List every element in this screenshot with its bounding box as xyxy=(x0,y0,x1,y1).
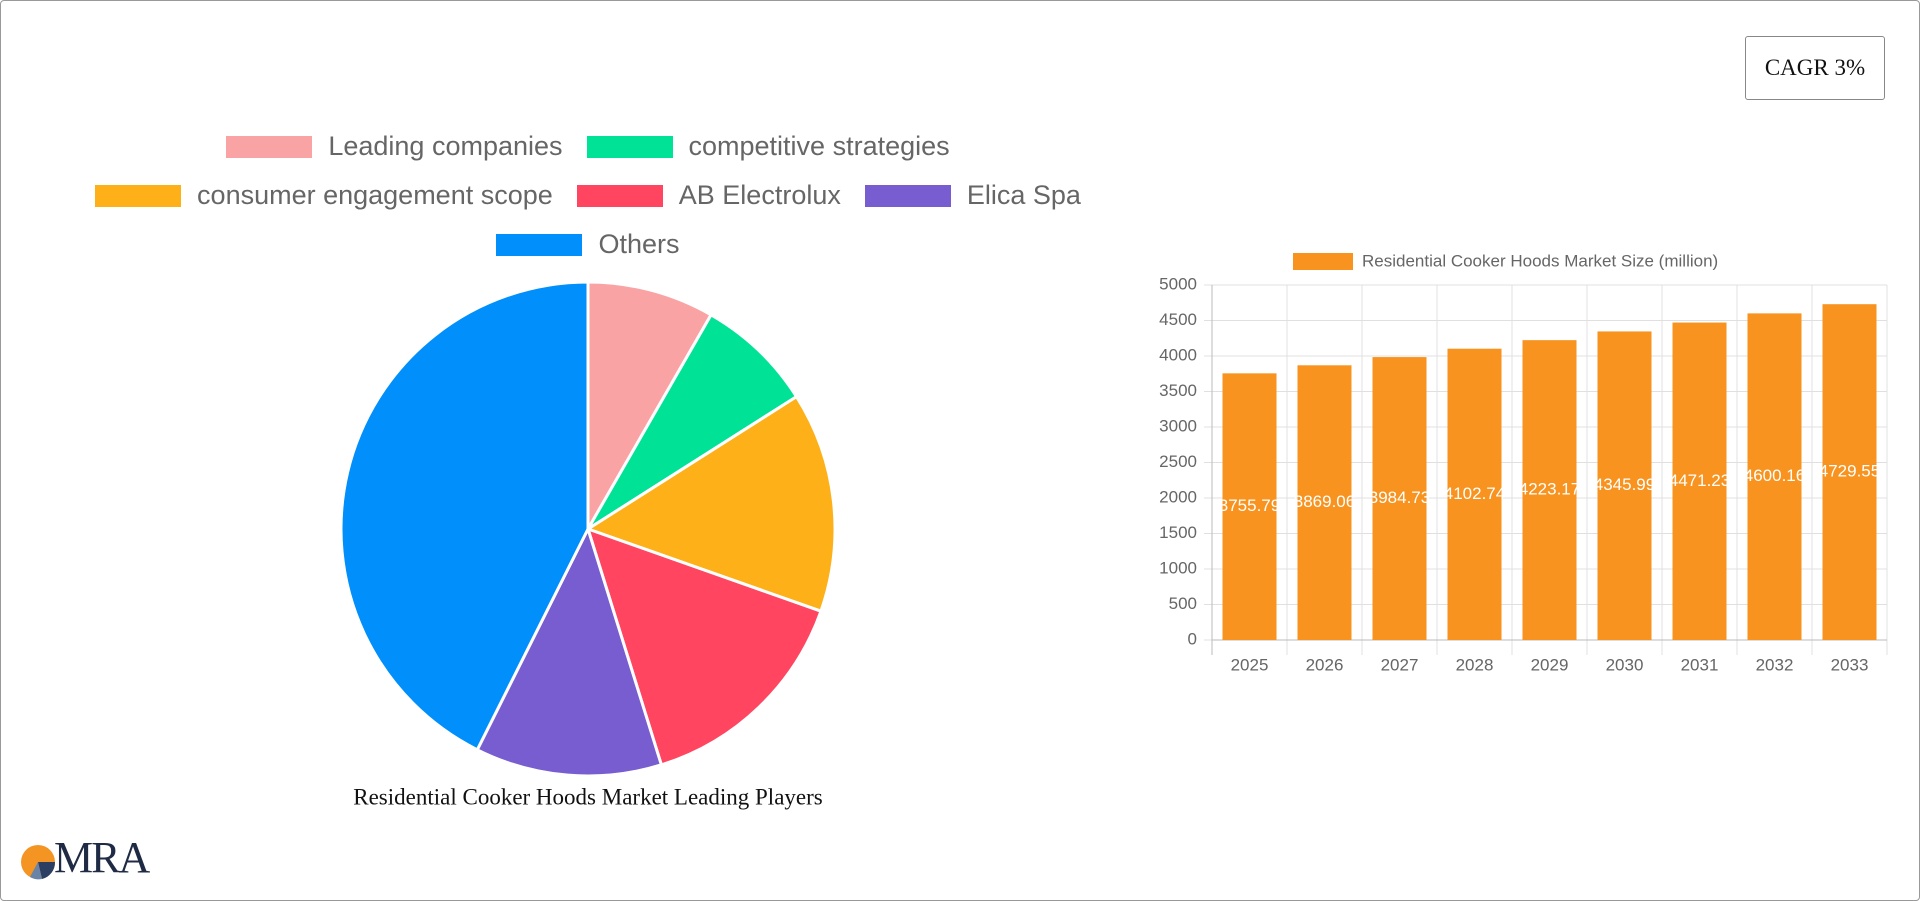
x-tick-label: 2031 xyxy=(1681,655,1719,674)
x-tick-label: 2030 xyxy=(1606,655,1644,674)
x-tick-label: 2026 xyxy=(1306,655,1344,674)
data-label: 4223.17 xyxy=(1519,480,1580,499)
legend-row: Others xyxy=(60,220,1116,269)
y-tick-label: 500 xyxy=(1169,594,1197,613)
bar xyxy=(1297,365,1352,640)
x-tick-label: 2033 xyxy=(1831,655,1869,674)
cagr-badge: CAGR 3% xyxy=(1745,36,1885,100)
y-tick-label: 5000 xyxy=(1159,274,1197,293)
legend-swatch xyxy=(1293,253,1353,270)
legend-swatch xyxy=(576,184,663,207)
x-tick-label: 2032 xyxy=(1756,655,1794,674)
pie-title: Residential Cooker Hoods Market Leading … xyxy=(353,784,823,809)
legend-item: Others xyxy=(496,229,680,260)
x-tick-label: 2029 xyxy=(1531,655,1569,674)
logo-text: MRA xyxy=(54,833,150,882)
pie-legend: Leading companies competitive strategies c… xyxy=(60,122,1116,269)
data-label: 3984.73 xyxy=(1369,488,1430,507)
legend-item: Leading companies xyxy=(226,131,563,162)
bar xyxy=(1447,348,1502,640)
bar xyxy=(1597,331,1652,640)
bar xyxy=(1522,340,1577,640)
data-label: 4102.74 xyxy=(1444,484,1505,503)
x-tick-label: 2025 xyxy=(1231,655,1269,674)
y-tick-label: 4500 xyxy=(1159,310,1197,329)
legend-swatch xyxy=(496,233,583,256)
x-tick-label: 2028 xyxy=(1456,655,1494,674)
legend-swatch xyxy=(95,184,182,207)
x-tick-label: 2027 xyxy=(1381,655,1419,674)
bar xyxy=(1372,357,1427,640)
data-label: 4729.55 xyxy=(1819,462,1880,481)
y-tick-label: 4000 xyxy=(1159,345,1197,364)
legend-label: consumer engagement scope xyxy=(197,180,553,210)
legend-label: Residential Cooker Hoods Market Size (mi… xyxy=(1362,251,1718,270)
legend-item: consumer engagement scope xyxy=(95,180,553,211)
y-tick-label: 0 xyxy=(1188,629,1197,648)
legend-label: competitive strategies xyxy=(688,131,950,161)
legend-item: Elica Spa xyxy=(864,180,1081,211)
legend-item: competitive strategies xyxy=(586,131,950,162)
y-tick-label: 3000 xyxy=(1159,416,1197,435)
y-tick-label: 2500 xyxy=(1159,452,1197,471)
legend-row: Leading companies competitive strategies xyxy=(60,122,1116,171)
legend-swatch xyxy=(586,135,673,158)
data-label: 4345.99 xyxy=(1594,475,1655,494)
pie-slice xyxy=(584,394,837,614)
legend-swatch xyxy=(864,184,951,207)
legend-label: Elica Spa xyxy=(966,180,1081,210)
pie-slice xyxy=(339,280,590,752)
pie-slice xyxy=(585,526,823,767)
y-tick-label: 1000 xyxy=(1159,558,1197,577)
data-label: 4471.23 xyxy=(1669,471,1730,490)
legend-swatch xyxy=(226,135,313,158)
pie-slice xyxy=(586,312,799,531)
y-tick-label: 3500 xyxy=(1159,381,1197,400)
data-label: 3869.06 xyxy=(1294,492,1355,511)
legend-label: Others xyxy=(598,229,680,259)
data-label: 3755.79 xyxy=(1219,496,1280,515)
bar xyxy=(1822,304,1877,640)
pie-slice xyxy=(586,280,714,535)
pie-slice xyxy=(475,525,664,778)
legend-row: consumer engagement scope AB Electrolux El… xyxy=(60,171,1116,220)
y-tick-label: 1500 xyxy=(1159,523,1197,542)
legend-label: Leading companies xyxy=(328,131,563,161)
logo-icon xyxy=(21,845,56,880)
legend-item: AB Electrolux xyxy=(576,180,841,211)
data-label: 4600.16 xyxy=(1744,466,1805,485)
bar xyxy=(1672,322,1727,640)
legend-label: AB Electrolux xyxy=(678,180,841,210)
bar xyxy=(1222,373,1277,640)
y-tick-label: 2000 xyxy=(1159,487,1197,506)
bar xyxy=(1747,313,1802,640)
